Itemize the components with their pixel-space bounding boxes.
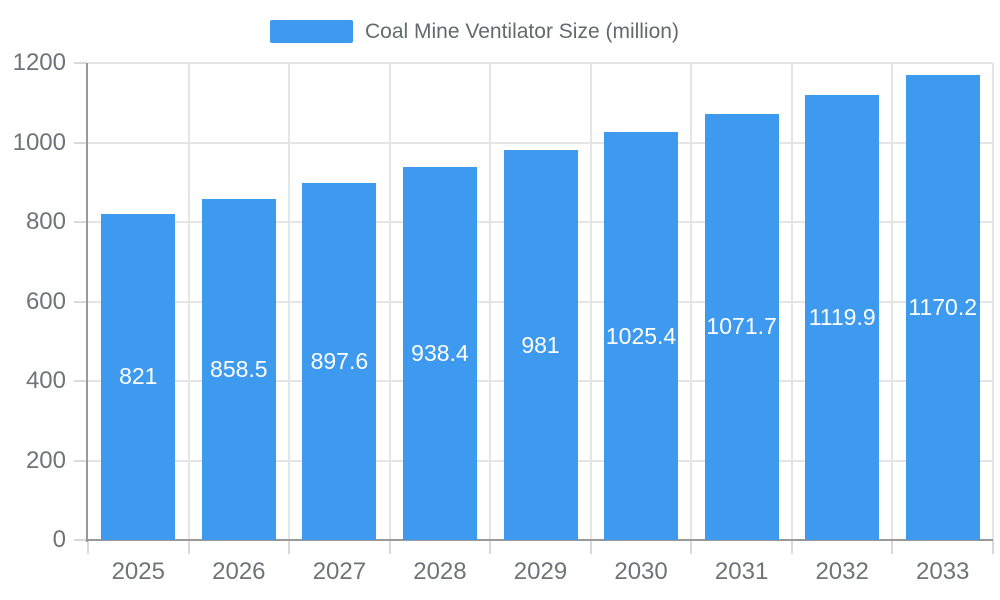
x-gridline (187, 63, 190, 540)
x-axis-line (86, 539, 993, 541)
y-axis-tick-label: 400 (25, 367, 66, 394)
y-gridline (88, 141, 993, 144)
y-axis-tick-label: 1000 (12, 128, 66, 156)
x-axis-tick (589, 540, 592, 554)
bar-value-label: 938.4 (411, 339, 469, 366)
x-axis-tick-label-2028: 2028 (413, 558, 467, 585)
bar-2029[interactable]: 981 (503, 150, 578, 540)
x-axis-tick-label-2026: 2026 (212, 558, 266, 585)
bar-value-label: 981 (521, 331, 560, 358)
bar-2031[interactable]: 1071.7 (704, 113, 779, 540)
y-axis-tick-label: 0 (52, 526, 66, 553)
x-axis-tick (87, 540, 89, 554)
x-gridline (690, 63, 693, 540)
y-axis-tick (74, 141, 87, 144)
bar-2027[interactable]: 897.6 (302, 183, 377, 540)
x-axis-tick-label-2025: 2025 (111, 558, 165, 585)
bar-value-label: 858.5 (210, 355, 268, 382)
bar-2032[interactable]: 1119.9 (805, 94, 880, 540)
x-gridline (489, 63, 492, 540)
bar-value-label: 821 (119, 363, 158, 390)
x-axis-tick (489, 540, 492, 554)
y-axis-tick (74, 539, 87, 541)
y-axis-tick-label: 200 (25, 446, 66, 474)
x-axis-tick-label-2029: 2029 (513, 558, 568, 585)
y-axis-tick (74, 459, 87, 462)
x-axis-tick-label-2033: 2033 (916, 558, 970, 585)
x-axis-tick (992, 540, 994, 554)
bar-value-label: 897.6 (310, 348, 369, 375)
legend-label: Coal Mine Ventilator Size (million) (365, 20, 679, 43)
legend-item[interactable]: Coal Mine Ventilator Size (million) (270, 19, 679, 44)
bar-value-label: 1025.4 (605, 322, 677, 349)
x-axis-tick-label-2027: 2027 (312, 558, 367, 585)
bar-2025[interactable]: 821 (101, 213, 176, 540)
bar-2033[interactable]: 1170.2 (905, 74, 980, 540)
x-gridline (891, 63, 894, 540)
bar-value-label: 1170.2 (908, 293, 978, 320)
x-axis-tick (388, 540, 391, 554)
y-axis-tick (74, 380, 87, 382)
x-gridline (288, 63, 291, 540)
y-axis-tick-label: 600 (25, 287, 66, 315)
bar-value-label: 1119.9 (808, 303, 876, 330)
x-gridline (992, 63, 994, 540)
x-axis-tick (790, 540, 793, 554)
x-axis-tick (187, 540, 190, 554)
y-axis-line (86, 63, 88, 542)
y-axis-tick (74, 221, 87, 223)
x-gridline (388, 63, 391, 540)
y-axis-tick (74, 300, 87, 303)
bar-2028[interactable]: 938.4 (402, 166, 477, 540)
x-gridline (790, 63, 793, 540)
bar-2030[interactable]: 1025.4 (604, 132, 679, 540)
x-axis-tick-label-2032: 2032 (815, 558, 869, 585)
y-gridline (88, 62, 993, 64)
y-axis-tick-label: 800 (25, 208, 66, 235)
legend-swatch-icon (270, 20, 353, 43)
bar-2026[interactable]: 858.5 (201, 198, 276, 540)
y-axis-tick-label: 1200 (12, 49, 66, 76)
y-axis-tick (74, 62, 87, 64)
x-axis-tick (891, 540, 894, 554)
x-axis-tick (690, 540, 693, 554)
x-axis-tick (288, 540, 291, 554)
bar-value-label: 1071.7 (706, 313, 777, 340)
x-gridline (589, 63, 592, 540)
x-axis-tick-label-2030: 2030 (614, 558, 668, 585)
x-axis-tick-label-2031: 2031 (714, 558, 769, 585)
